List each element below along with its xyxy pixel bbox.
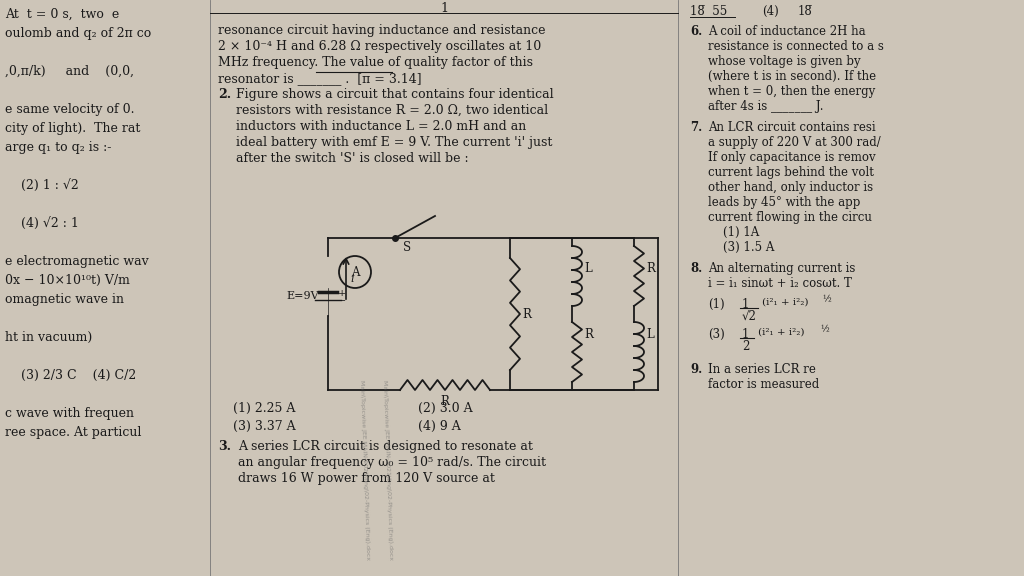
Text: (2) 3.0 A: (2) 3.0 A: [418, 402, 473, 415]
Text: city of light).  The rat: city of light). The rat: [5, 122, 140, 135]
Text: 18̅  55: 18̅ 55: [690, 5, 727, 18]
Text: inductors with inductance L = 2.0 mH and an: inductors with inductance L = 2.0 mH and…: [236, 120, 526, 133]
Text: after 4s is _______ J.: after 4s is _______ J.: [708, 100, 823, 113]
Text: (where t is in second). If the: (where t is in second). If the: [708, 70, 877, 83]
Text: factor is measured: factor is measured: [708, 378, 819, 391]
Text: Main\Topicwise JEE MAIN-2021\Eng\02-Physics (Eng).docx: Main\Topicwise JEE MAIN-2021\Eng\02-Phys…: [359, 380, 371, 560]
Text: E=9V: E=9V: [286, 291, 318, 301]
Text: (i²₁ + i²₂): (i²₁ + i²₂): [758, 328, 805, 337]
Text: 8.: 8.: [690, 262, 702, 275]
Text: An LCR circuit contains resi: An LCR circuit contains resi: [708, 121, 876, 134]
Text: ½: ½: [820, 325, 828, 334]
Text: i: i: [350, 274, 353, 284]
Text: resistors with resistance R = 2.0 Ω, two identical: resistors with resistance R = 2.0 Ω, two…: [236, 104, 548, 117]
Text: L: L: [584, 262, 592, 275]
Text: 0x − 10×10¹⁰t) V/m: 0x − 10×10¹⁰t) V/m: [5, 274, 130, 287]
Text: R: R: [584, 328, 593, 340]
Text: (2) 1 : √2: (2) 1 : √2: [5, 179, 79, 192]
Text: A: A: [351, 266, 359, 279]
Text: If only capacitance is remov: If only capacitance is remov: [708, 151, 876, 164]
Text: ½: ½: [822, 295, 830, 304]
Text: a supply of 220 V at 300 rad/: a supply of 220 V at 300 rad/: [708, 136, 881, 149]
Text: other hand, only inductor is: other hand, only inductor is: [708, 181, 873, 194]
Text: 3.: 3.: [218, 440, 231, 453]
Text: 9.: 9.: [690, 363, 702, 376]
Text: (1): (1): [708, 298, 725, 311]
Text: (3) 3.37 A: (3) 3.37 A: [233, 420, 296, 433]
Text: 7.: 7.: [690, 121, 702, 134]
Text: whose voltage is given by: whose voltage is given by: [708, 55, 860, 68]
Text: Main\Topicwise JEE MAIN-2021\Eng\02-Physics (Eng).docx: Main\Topicwise JEE MAIN-2021\Eng\02-Phys…: [382, 380, 393, 560]
Text: +: +: [338, 289, 346, 298]
Text: Figure shows a circuit that contains four identical: Figure shows a circuit that contains fou…: [236, 88, 554, 101]
Text: An alternating current is: An alternating current is: [708, 262, 855, 275]
Text: R: R: [440, 395, 450, 408]
Text: (1) 1A: (1) 1A: [708, 226, 759, 239]
Text: A series LCR circuit is designed to resonate at: A series LCR circuit is designed to reso…: [238, 440, 532, 453]
Text: arge q₁ to q₂ is :-: arge q₁ to q₂ is :-: [5, 141, 112, 154]
Text: √2: √2: [742, 310, 757, 323]
Text: 1: 1: [440, 2, 449, 15]
Text: e same velocity of 0.: e same velocity of 0.: [5, 103, 134, 116]
Text: 1: 1: [742, 298, 750, 311]
Text: after the switch 'S' is closed will be :: after the switch 'S' is closed will be :: [236, 152, 469, 165]
Text: 18̅: 18̅: [798, 5, 813, 18]
Text: (4): (4): [762, 5, 778, 18]
Text: current lags behind the volt: current lags behind the volt: [708, 166, 873, 179]
Text: leads by 45° with the app: leads by 45° with the app: [708, 196, 860, 209]
Text: (i²₁ + i²₂): (i²₁ + i²₂): [762, 298, 809, 307]
Text: (3) 1.5 A: (3) 1.5 A: [708, 241, 774, 254]
Text: ideal battery with emf E = 9 V. The current 'i' just: ideal battery with emf E = 9 V. The curr…: [236, 136, 552, 149]
Text: S: S: [403, 241, 411, 254]
Text: current flowing in the circu: current flowing in the circu: [708, 211, 871, 224]
Text: A coil of inductance 2H ha: A coil of inductance 2H ha: [708, 25, 865, 38]
Text: 2.: 2.: [218, 88, 231, 101]
Text: In a series LCR re: In a series LCR re: [708, 363, 816, 376]
Text: MHz frequency. The value of quality factor of this: MHz frequency. The value of quality fact…: [218, 56, 534, 69]
Text: an angular frequency ω₀ = 10⁵ rad/s. The circuit: an angular frequency ω₀ = 10⁵ rad/s. The…: [238, 456, 546, 469]
Text: (3) 2/3 C    (4) C/2: (3) 2/3 C (4) C/2: [5, 369, 136, 382]
Text: c wave with frequen: c wave with frequen: [5, 407, 134, 420]
Text: resistance is connected to a s: resistance is connected to a s: [708, 40, 884, 53]
Text: 1: 1: [742, 328, 750, 341]
Text: (4) √2 : 1: (4) √2 : 1: [5, 217, 79, 230]
Text: resonator is _______ .  [π = 3.14]: resonator is _______ . [π = 3.14]: [218, 72, 422, 85]
Text: oulomb and q₂ of 2π co: oulomb and q₂ of 2π co: [5, 27, 152, 40]
Text: (1) 2.25 A: (1) 2.25 A: [233, 402, 295, 415]
Text: 2 × 10⁻⁴ H and 6.28 Ω respectively oscillates at 10: 2 × 10⁻⁴ H and 6.28 Ω respectively oscil…: [218, 40, 542, 53]
Text: when t = 0, then the energy: when t = 0, then the energy: [708, 85, 876, 98]
Text: e electromagnetic wav: e electromagnetic wav: [5, 255, 148, 268]
Text: 6.: 6.: [690, 25, 702, 38]
Text: ,0,π/k)     and    (0,0,: ,0,π/k) and (0,0,: [5, 65, 134, 78]
Text: R: R: [646, 262, 655, 275]
Text: R: R: [522, 308, 530, 320]
Text: omagnetic wave in: omagnetic wave in: [5, 293, 124, 306]
Text: resonance circuit having inductance and resistance: resonance circuit having inductance and …: [218, 24, 546, 37]
Text: draws 16 W power from 120 V source at: draws 16 W power from 120 V source at: [238, 472, 495, 485]
Text: 2: 2: [742, 340, 750, 353]
Text: −: −: [338, 297, 346, 306]
Text: L: L: [646, 328, 653, 340]
Text: (3): (3): [708, 328, 725, 341]
Text: (4) 9 A: (4) 9 A: [418, 420, 461, 433]
Text: At  t = 0 s,  two  e: At t = 0 s, two e: [5, 8, 119, 21]
Text: ht in vacuum): ht in vacuum): [5, 331, 92, 344]
Text: i = i₁ sinωt + i₂ cosωt. T: i = i₁ sinωt + i₂ cosωt. T: [708, 277, 852, 290]
Text: ree space. At particul: ree space. At particul: [5, 426, 141, 439]
